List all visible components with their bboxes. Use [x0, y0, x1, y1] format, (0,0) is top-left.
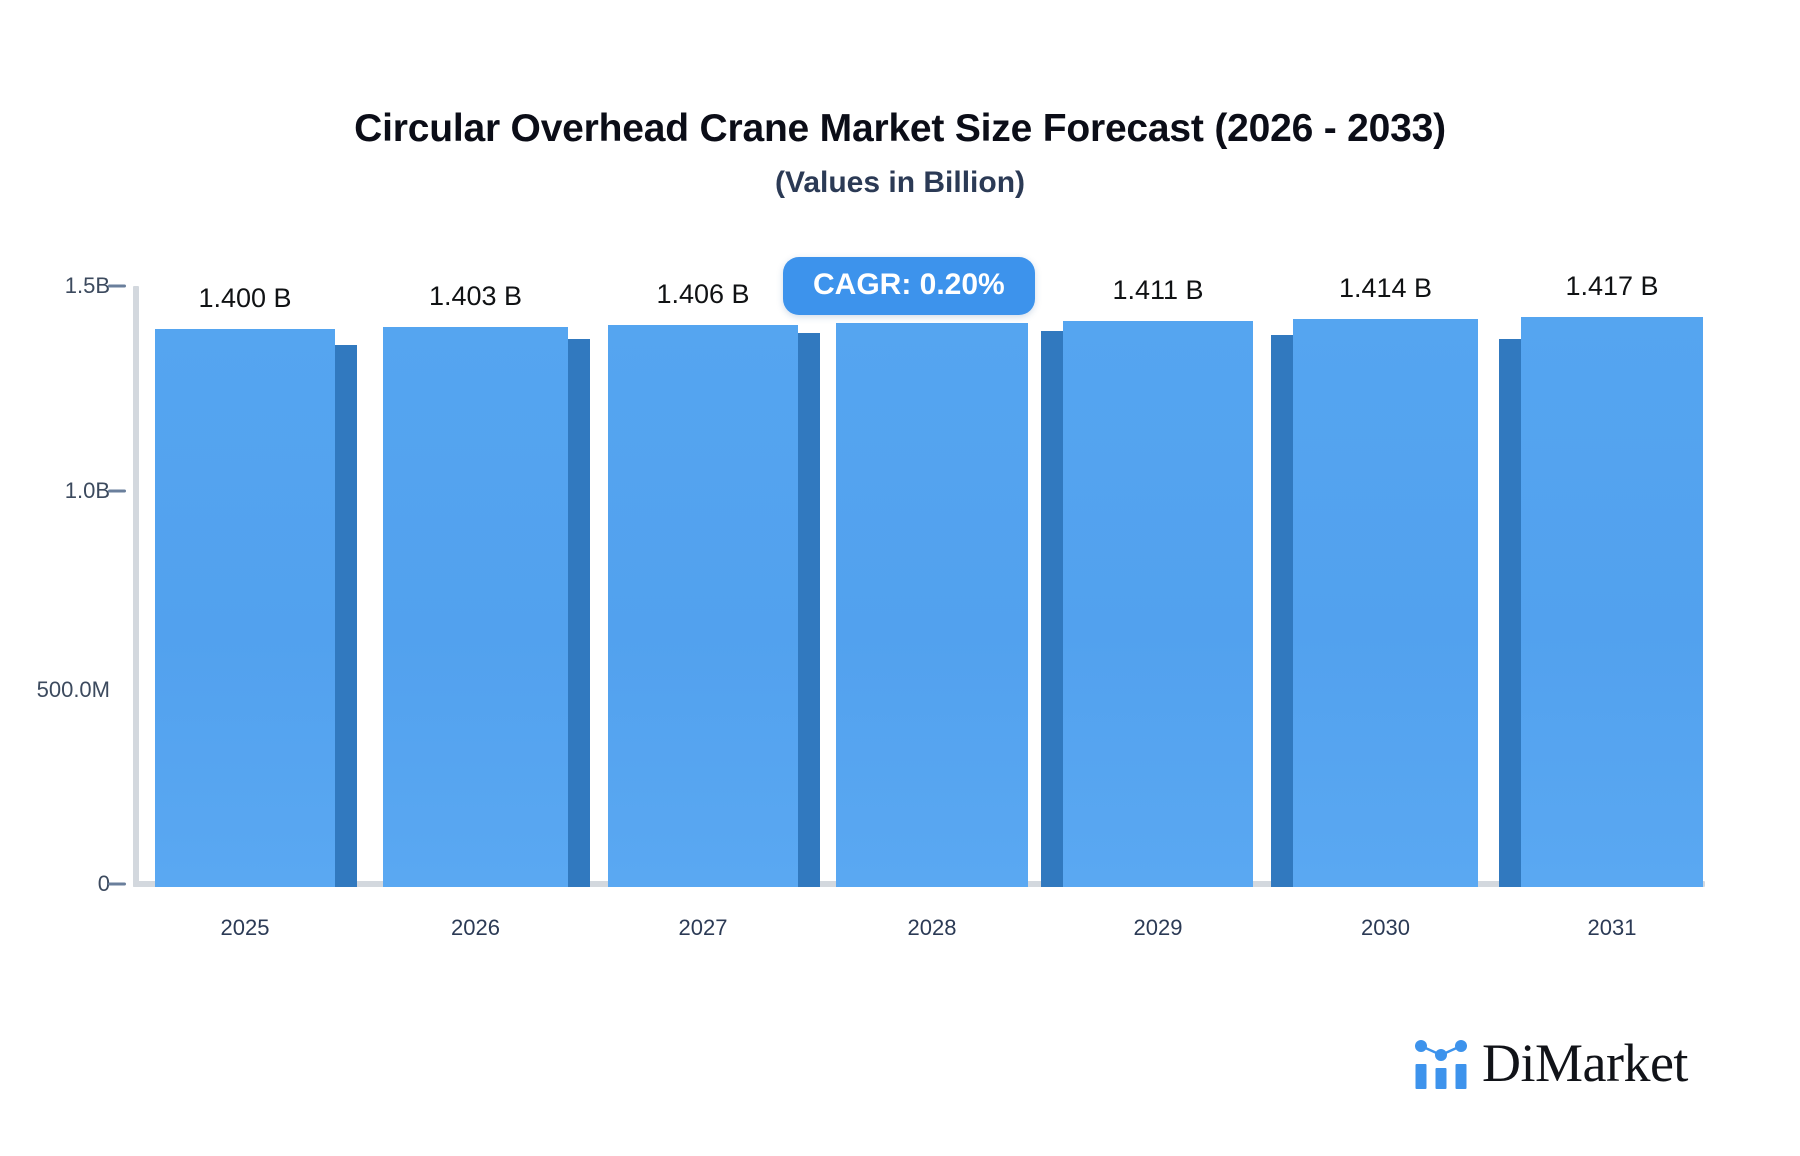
x-axis-label-2029: 2029 [1133, 915, 1183, 940]
bar-face-2027[interactable] [608, 325, 798, 887]
y-tick-label-0: 0 [97, 871, 110, 896]
y-tick-dash-1000M [108, 489, 126, 493]
bar-group-2027[interactable]: 1.406 B 2027 [608, 279, 820, 940]
bar-group-2028[interactable]: 2028 [836, 323, 1028, 940]
y-tick-label-1500M: 1.5B [64, 273, 110, 298]
bar-face-2030[interactable] [1293, 319, 1478, 887]
bar-group-2030[interactable]: 1.414 B 2030 [1271, 273, 1478, 940]
bar-value-label-2026: 1.403 B [428, 281, 523, 311]
brand-logo: DiMarket [1412, 1035, 1688, 1091]
chart-header: Circular Overhead Crane Market Size Fore… [0, 107, 1800, 199]
x-axis-label-2030: 2030 [1361, 915, 1410, 940]
bar-face-2028[interactable] [836, 323, 1028, 887]
bar-value-label-2031: 1.417 B [1565, 271, 1659, 301]
y-tick-dash-1500M [108, 284, 126, 288]
brand-name: DiMarket [1482, 1033, 1688, 1093]
bar-value-label-2027: 1.406 B [656, 279, 750, 309]
x-axis-label-2025: 2025 [220, 915, 270, 940]
x-axis-label-2026: 2026 [451, 915, 500, 940]
y-tick-label-1000M: 1.0B [64, 478, 110, 503]
x-axis-label-2031: 2031 [1587, 915, 1637, 940]
bar-side-2031 [1499, 339, 1521, 887]
bar-side-2030 [1271, 335, 1293, 887]
cagr-badge: CAGR: 0.20% [783, 257, 1035, 315]
bar-side-2025 [335, 345, 357, 887]
bar-face-2029[interactable] [1063, 321, 1253, 887]
bar-group-2031[interactable]: 1.417 B 2031 [1499, 271, 1703, 940]
bar-value-label-2025: 1.400 B [198, 283, 292, 313]
bar-face-2025[interactable] [155, 329, 335, 887]
chart-subtitle: (Values in Billion) [774, 165, 1026, 199]
y-tick-label-500M: 500.0M [36, 677, 110, 702]
bar-value-label-2029: 1.411 B [1112, 275, 1204, 305]
x-axis-label-2027: 2027 [678, 915, 728, 940]
chart-title: Circular Overhead Crane Market Size Fore… [354, 107, 1446, 150]
bar-chart-dots-icon [1415, 1040, 1467, 1089]
bar-group-2029[interactable]: 1.411 B 2029 [1041, 275, 1253, 940]
x-axis-label-2028: 2028 [907, 915, 957, 940]
bar-group-2025[interactable]: 1.400 B 2025 [155, 283, 357, 940]
bar-group-2026[interactable]: 1.403 B 2026 [383, 281, 590, 940]
y-tick-dash-0 [108, 882, 126, 886]
bar-value-label-2030: 1.414 B [1338, 273, 1433, 303]
bar-side-2029 [1041, 331, 1063, 887]
bar-side-2026 [568, 339, 590, 887]
bar-face-2026[interactable] [383, 327, 568, 887]
y-axis-line [133, 286, 139, 887]
bar-face-2031[interactable] [1521, 317, 1703, 887]
bar-side-2027 [798, 333, 820, 887]
